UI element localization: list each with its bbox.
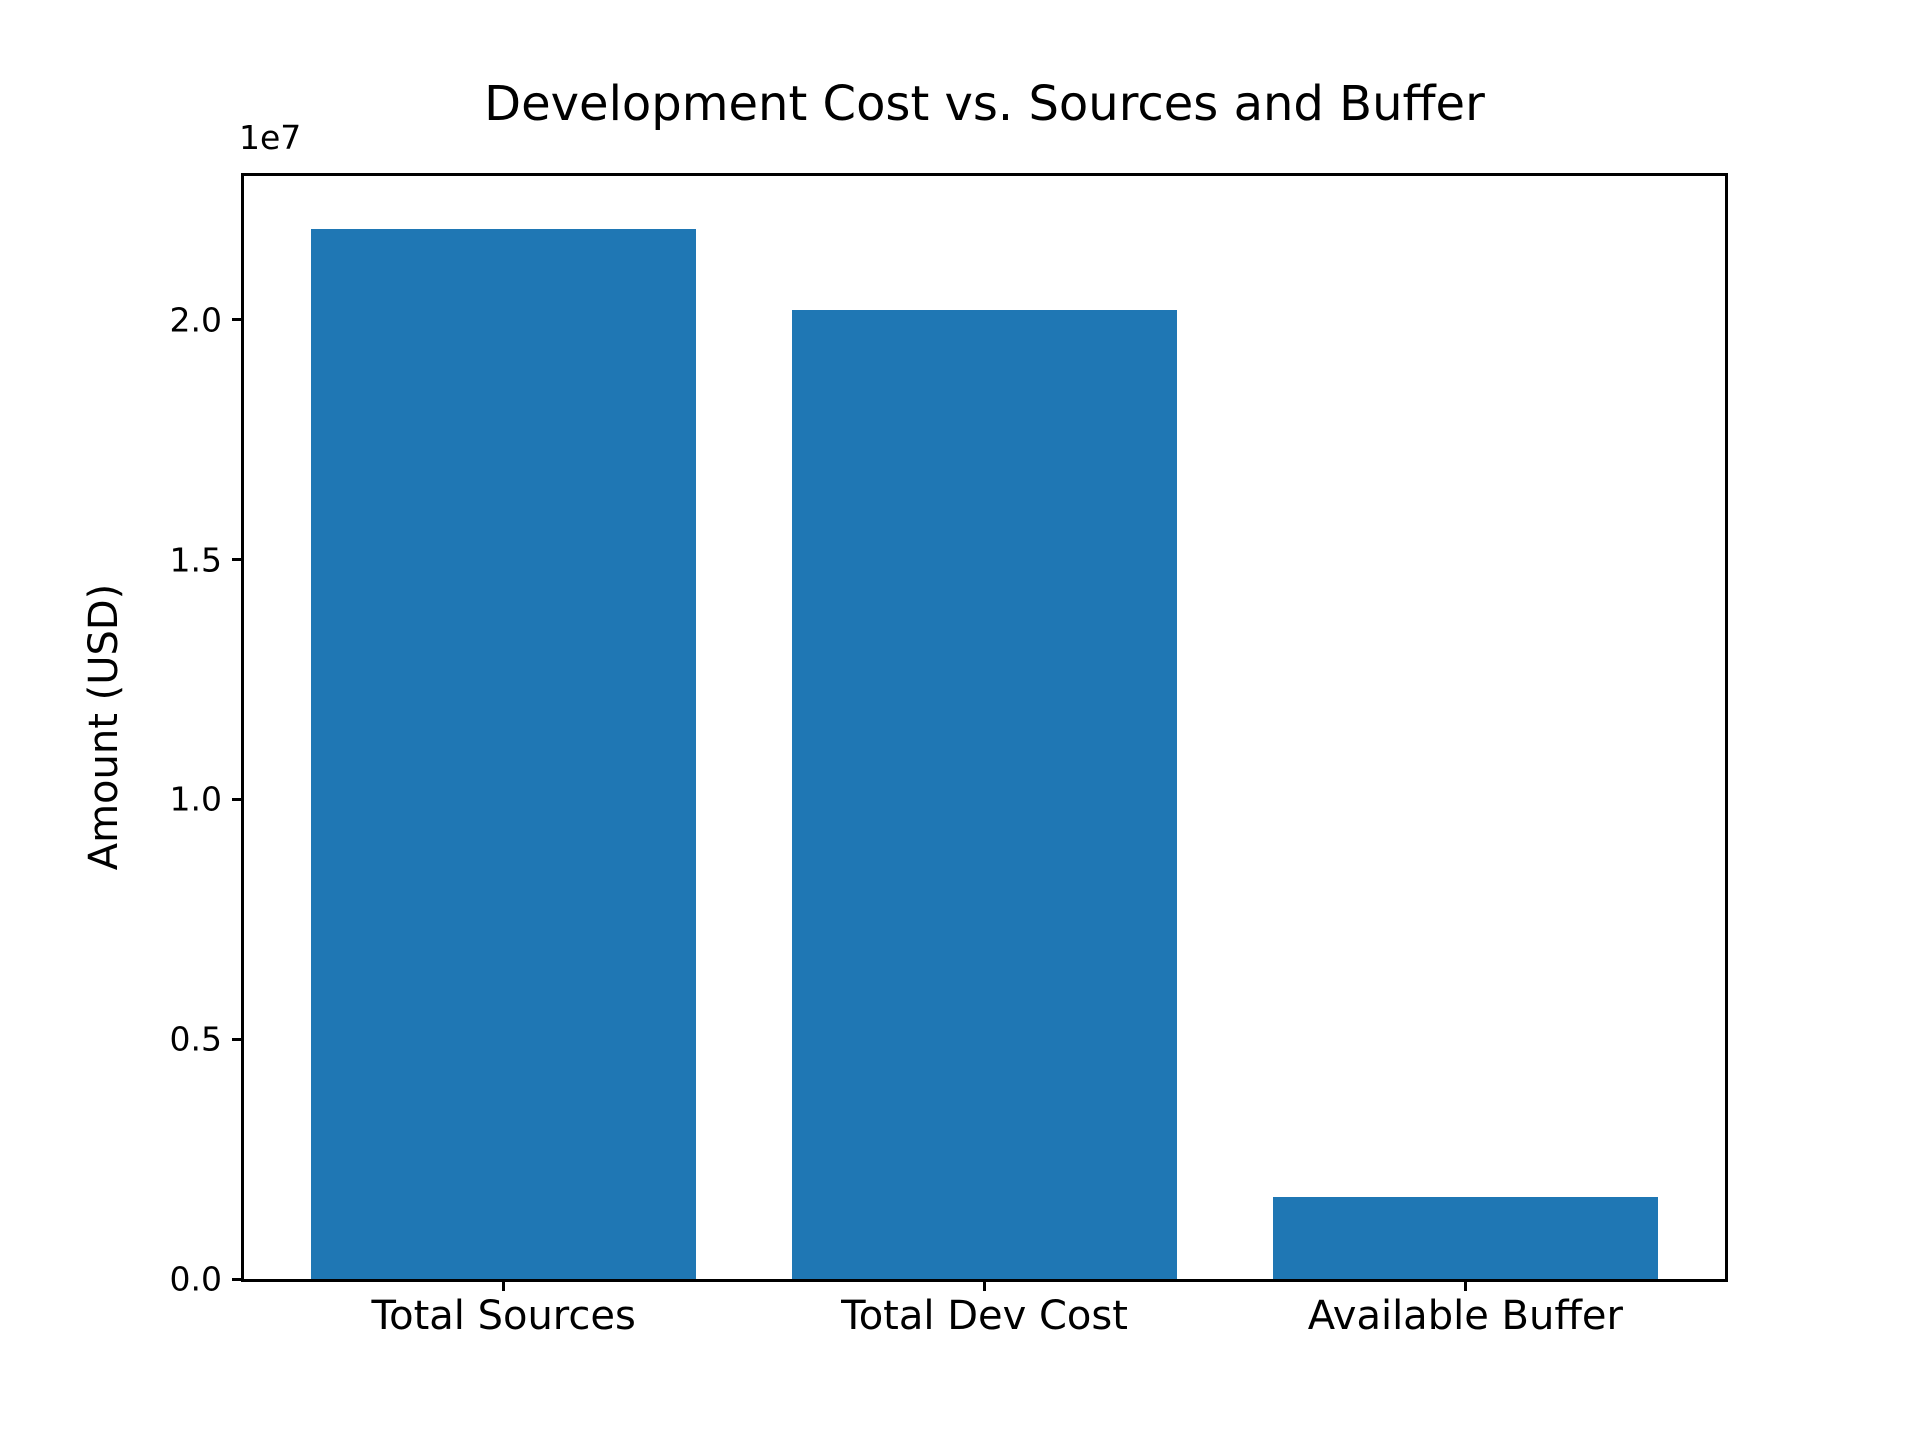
- plot-area: 0.0 0.5 1.0 1.5 2.0 Total Sources Total Dev Co…: [170, 173, 1728, 1339]
- y-axis-offset-label: 1e7: [239, 118, 302, 157]
- y-tick-label-0.0: 0.0: [169, 1259, 222, 1299]
- y-tick-mark-2.0: [232, 318, 244, 322]
- bar-total-sources: [311, 228, 696, 1279]
- y-tick-mark-0.5: [232, 1037, 244, 1041]
- x-tick-mark-available-buffer: [1463, 1279, 1467, 1291]
- x-tick-label-available-buffer: Available Buffer: [1307, 1293, 1623, 1339]
- y-tick-label-1.5: 1.5: [169, 540, 222, 580]
- chart-title: Development Cost vs. Sources and Buffer: [484, 76, 1485, 132]
- bar-total-dev-cost: [792, 310, 1177, 1279]
- y-tick-label-1.0: 1.0: [169, 779, 222, 819]
- y-tick-label-0.5: 0.5: [169, 1019, 222, 1059]
- y-tick-mark-0.0: [232, 1277, 244, 1281]
- x-tick-mark-total-sources: [502, 1279, 506, 1291]
- y-tick-label-2.0: 2.0: [169, 300, 222, 340]
- x-tick-mark-total-dev-cost: [983, 1279, 986, 1291]
- y-axis-label: Amount (USD): [81, 583, 127, 871]
- x-tick-label-total-dev-cost: Total Dev Cost: [841, 1293, 1128, 1339]
- bar-available-buffer: [1273, 1197, 1658, 1279]
- y-tick-mark-1.5: [232, 558, 244, 562]
- x-tick-label-total-sources: Total Sources: [371, 1293, 636, 1339]
- y-tick-mark-1.0: [232, 797, 244, 801]
